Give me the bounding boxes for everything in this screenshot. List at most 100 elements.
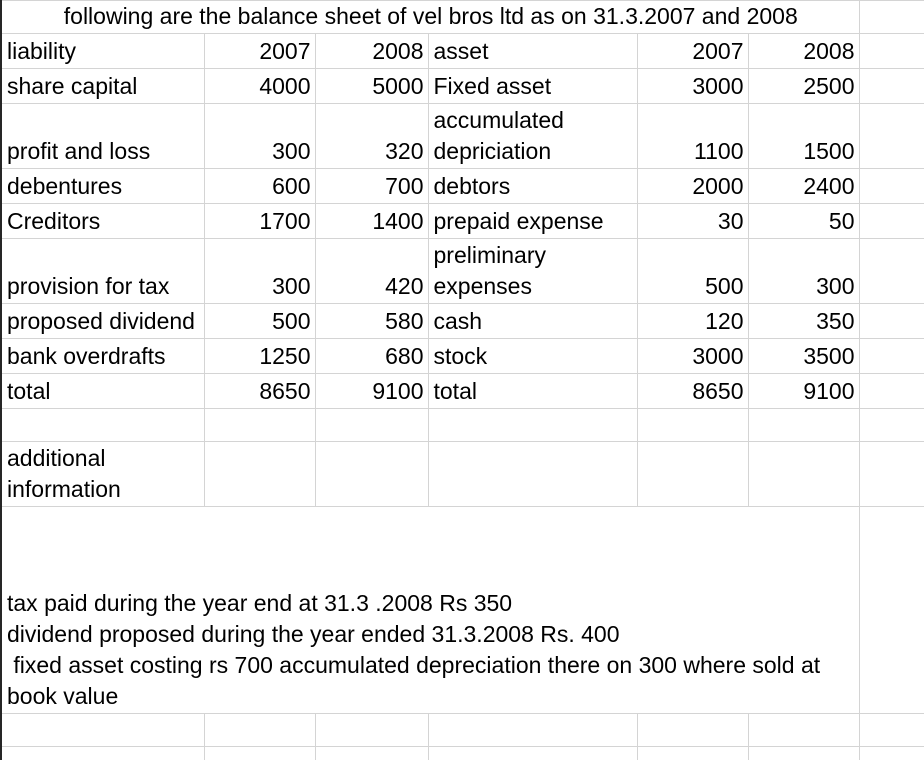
cell-debentures-2007[interactable]: 600 — [203, 168, 316, 204]
cell-proposed-dividend-2008[interactable]: 580 — [314, 303, 429, 339]
cell-accumulated-depriciation-2008[interactable]: 1500 — [747, 103, 860, 169]
title-row: following are the balance sheet of vel b… — [1, 0, 924, 34]
empty-cell[interactable] — [747, 408, 860, 442]
empty-cell[interactable] — [314, 408, 429, 442]
empty-cell[interactable] — [747, 746, 860, 760]
cell-total-liability-2007[interactable]: 8650 — [203, 373, 316, 409]
empty-cell[interactable] — [858, 103, 924, 169]
cell-accumulated-depriciation-2007[interactable]: 1100 — [636, 103, 749, 169]
cell-proposed-dividend-2007[interactable]: 500 — [203, 303, 316, 339]
cell-stock[interactable]: stock — [427, 338, 638, 374]
empty-cell[interactable] — [314, 441, 429, 507]
cell-preliminary-expenses-2008[interactable]: 300 — [747, 238, 860, 304]
empty-cell[interactable] — [1, 746, 205, 760]
note-line-tax: tax paid during the year end at 31.3 .20… — [7, 590, 513, 616]
cell-stock-2007[interactable]: 3000 — [636, 338, 749, 374]
cell-header-asset-2008[interactable]: 2008 — [747, 33, 860, 69]
empty-cell[interactable] — [203, 441, 316, 507]
cell-creditors[interactable]: Creditors — [1, 203, 205, 239]
cell-total-liability-2008[interactable]: 9100 — [314, 373, 429, 409]
empty-cell[interactable] — [858, 0, 924, 34]
empty-cell[interactable] — [858, 408, 924, 442]
cell-title[interactable]: following are the balance sheet of vel b… — [1, 0, 860, 34]
empty-row — [1, 408, 924, 442]
cell-prepaid-expense-2007[interactable]: 30 — [636, 203, 749, 239]
cell-share-capital-2008[interactable]: 5000 — [314, 68, 429, 104]
cell-profit-and-loss-2007[interactable]: 300 — [203, 103, 316, 169]
cell-debtors[interactable]: debtors — [427, 168, 638, 204]
cell-debentures-2008[interactable]: 700 — [314, 168, 429, 204]
empty-cell[interactable] — [858, 238, 924, 304]
cell-proposed-dividend[interactable]: proposed dividend — [1, 303, 205, 339]
empty-cell[interactable] — [427, 408, 638, 442]
cell-fixed-asset[interactable]: Fixed asset — [427, 68, 638, 104]
empty-cell[interactable] — [203, 713, 316, 747]
empty-cell[interactable] — [427, 441, 638, 507]
empty-cell[interactable] — [636, 408, 749, 442]
empty-cell[interactable] — [858, 373, 924, 409]
cell-header-asset[interactable]: asset — [427, 33, 638, 69]
cell-preliminary-expenses[interactable]: preliminary expenses — [427, 238, 638, 304]
empty-cell[interactable] — [747, 713, 860, 747]
cell-cash-2008[interactable]: 350 — [747, 303, 860, 339]
cell-fixed-asset-2008[interactable]: 2500 — [747, 68, 860, 104]
cell-bank-overdrafts-2007[interactable]: 1250 — [203, 338, 316, 374]
cell-total-asset-2007[interactable]: 8650 — [636, 373, 749, 409]
cell-header-asset-2007[interactable]: 2007 — [636, 33, 749, 69]
empty-cell[interactable] — [427, 746, 638, 760]
empty-cell[interactable] — [858, 506, 924, 714]
empty-cell[interactable] — [314, 713, 429, 747]
empty-cell[interactable] — [636, 746, 749, 760]
header-row: liability 2007 2008 asset 2007 2008 — [1, 33, 924, 69]
empty-cell[interactable] — [858, 168, 924, 204]
cell-provision-for-tax-2008[interactable]: 420 — [314, 238, 429, 304]
cell-header-liability-2007[interactable]: 2007 — [203, 33, 316, 69]
empty-cell[interactable] — [858, 713, 924, 747]
empty-cell[interactable] — [1, 408, 205, 442]
cell-provision-for-tax-2007[interactable]: 300 — [203, 238, 316, 304]
cell-total-asset[interactable]: total — [427, 373, 638, 409]
cell-bank-overdrafts[interactable]: bank overdrafts — [1, 338, 205, 374]
empty-cell[interactable] — [858, 203, 924, 239]
empty-cell[interactable] — [858, 68, 924, 104]
cell-profit-and-loss[interactable]: profit and loss — [1, 103, 205, 169]
empty-cell[interactable] — [203, 408, 316, 442]
cell-accumulated-depriciation[interactable]: accumulated depriciation — [427, 103, 638, 169]
empty-cell[interactable] — [858, 303, 924, 339]
cell-stock-2008[interactable]: 3500 — [747, 338, 860, 374]
empty-cell[interactable] — [858, 441, 924, 507]
cell-preliminary-expenses-2007[interactable]: 500 — [636, 238, 749, 304]
cell-creditors-2007[interactable]: 1700 — [203, 203, 316, 239]
empty-cell[interactable] — [203, 746, 316, 760]
empty-cell[interactable] — [636, 713, 749, 747]
cell-total-liability[interactable]: total — [1, 373, 205, 409]
cell-creditors-2008[interactable]: 1400 — [314, 203, 429, 239]
cell-provision-for-tax[interactable]: provision for tax — [1, 238, 205, 304]
cell-bank-overdrafts-2008[interactable]: 680 — [314, 338, 429, 374]
cell-header-liability[interactable]: liability — [1, 33, 205, 69]
empty-cell[interactable] — [1, 713, 205, 747]
empty-cell[interactable] — [858, 746, 924, 760]
cell-fixed-asset-2007[interactable]: 3000 — [636, 68, 749, 104]
cell-notes[interactable]: tax paid during the year end at 31.3 .20… — [1, 506, 860, 714]
cell-profit-and-loss-2008[interactable]: 320 — [314, 103, 429, 169]
cell-debentures[interactable]: debentures — [1, 168, 205, 204]
cell-share-capital-2007[interactable]: 4000 — [203, 68, 316, 104]
cell-cash[interactable]: cash — [427, 303, 638, 339]
cell-cash-2007[interactable]: 120 — [636, 303, 749, 339]
cell-additional-information[interactable]: additional information — [1, 441, 205, 507]
cell-debtors-2007[interactable]: 2000 — [636, 168, 749, 204]
cell-prepaid-expense-2008[interactable]: 50 — [747, 203, 860, 239]
cell-total-asset-2008[interactable]: 9100 — [747, 373, 860, 409]
empty-cell[interactable] — [314, 746, 429, 760]
empty-cell[interactable] — [427, 713, 638, 747]
empty-cell[interactable] — [747, 441, 860, 507]
cell-debtors-2008[interactable]: 2400 — [747, 168, 860, 204]
cell-share-capital[interactable]: share capital — [1, 68, 205, 104]
empty-cell[interactable] — [636, 441, 749, 507]
cell-prepaid-expense[interactable]: prepaid expense — [427, 203, 638, 239]
empty-cell[interactable] — [858, 33, 924, 69]
cell-header-liability-2008[interactable]: 2008 — [314, 33, 429, 69]
empty-cell[interactable] — [858, 338, 924, 374]
